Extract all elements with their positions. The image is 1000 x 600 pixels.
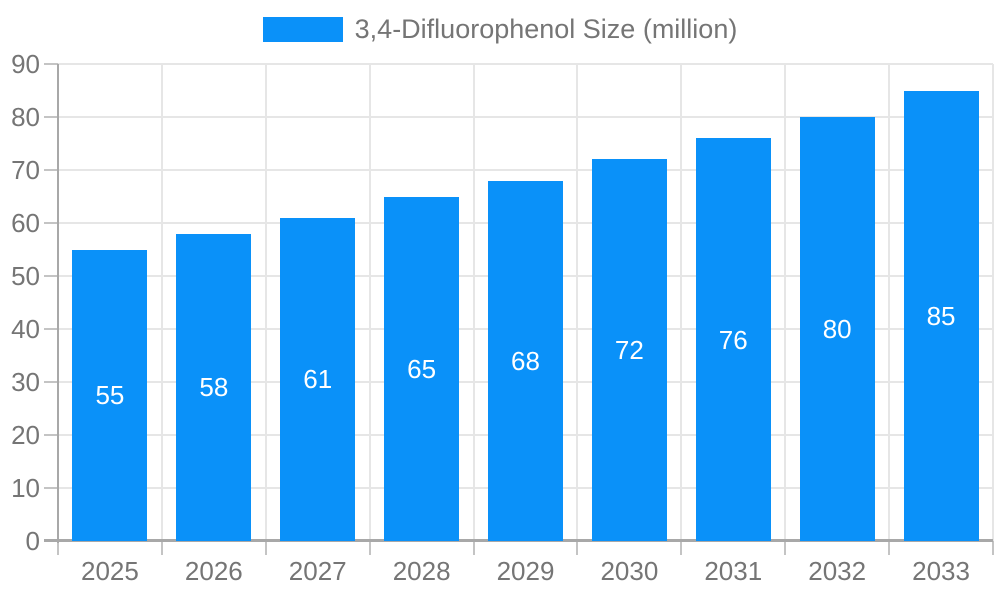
x-tick-label: 2027 [288, 556, 347, 586]
bar-value-label: 65 [407, 353, 437, 384]
x-tick-label: 2030 [600, 556, 659, 586]
x-gridline [992, 64, 994, 541]
y-tick-label: 70 [11, 155, 40, 185]
y-tick-label: 50 [11, 261, 40, 291]
bar-value-label: 68 [511, 345, 540, 376]
y-tick-label: 90 [11, 49, 40, 79]
x-tick [160, 541, 163, 555]
x-tick [784, 541, 787, 555]
y-tick [44, 487, 58, 489]
x-tick [368, 541, 371, 555]
y-tick-label: 20 [11, 420, 40, 450]
x-tick-label: 2028 [392, 556, 451, 586]
x-gridline [680, 64, 683, 541]
x-gridline [576, 64, 579, 541]
x-gridline [784, 64, 787, 541]
y-gridline [58, 116, 993, 118]
y-gridline [58, 63, 993, 65]
chart-legend[interactable]: 3,4-Difluorophenol Size (million) [0, 13, 1000, 45]
x-gridline [264, 64, 267, 541]
legend-swatch [262, 16, 343, 42]
x-gridline [368, 64, 371, 541]
x-tick-label: 2026 [184, 556, 243, 586]
legend-label: 3,4-Difluorophenol Size (million) [354, 14, 738, 44]
x-tick [680, 541, 683, 555]
y-tick [44, 275, 58, 277]
bar-value-label: 76 [718, 324, 748, 355]
y-axis-line [57, 64, 59, 543]
x-tick-label: 2025 [81, 556, 139, 586]
x-tick-label: 2029 [496, 556, 555, 586]
x-tick-label: 2032 [808, 556, 867, 586]
y-tick-label: 30 [11, 367, 40, 397]
bar[interactable] [799, 117, 875, 541]
y-gridline [58, 169, 993, 171]
bar[interactable] [488, 180, 563, 541]
y-tick [44, 434, 58, 436]
bar-value-label: 61 [303, 364, 333, 395]
y-tick [44, 222, 58, 224]
x-tick [264, 541, 267, 555]
y-tick [44, 116, 58, 118]
y-tick-label: 40 [11, 314, 40, 344]
bar-value-label: 58 [199, 372, 229, 403]
y-tick-label: 0 [25, 526, 40, 556]
bar-value-label: 80 [822, 314, 852, 344]
x-tick [992, 541, 994, 555]
bar[interactable] [384, 196, 460, 541]
bar[interactable] [695, 138, 771, 541]
x-gridline [160, 64, 163, 541]
x-tick-label: 2031 [704, 556, 763, 586]
y-tick-label: 60 [11, 208, 40, 238]
x-tick [472, 541, 475, 555]
y-tick-label: 10 [11, 473, 40, 503]
bar[interactable] [176, 233, 252, 541]
x-tick [888, 541, 891, 555]
y-tick-label: 80 [11, 102, 40, 132]
x-gridline [472, 64, 475, 541]
y-tick [44, 328, 58, 330]
bar[interactable] [591, 159, 667, 541]
bar[interactable] [903, 90, 979, 541]
bar-value-label: 55 [95, 380, 125, 411]
x-gridline [888, 64, 891, 541]
bar-value-label: 85 [926, 300, 956, 331]
x-tick-label: 2033 [912, 556, 970, 586]
x-tick [57, 541, 59, 555]
x-tick [576, 541, 579, 555]
y-tick [44, 381, 58, 383]
bar[interactable] [72, 249, 148, 541]
y-tick [44, 169, 58, 171]
bar[interactable] [280, 217, 356, 541]
bar-value-label: 72 [614, 335, 644, 366]
y-tick [44, 63, 58, 65]
